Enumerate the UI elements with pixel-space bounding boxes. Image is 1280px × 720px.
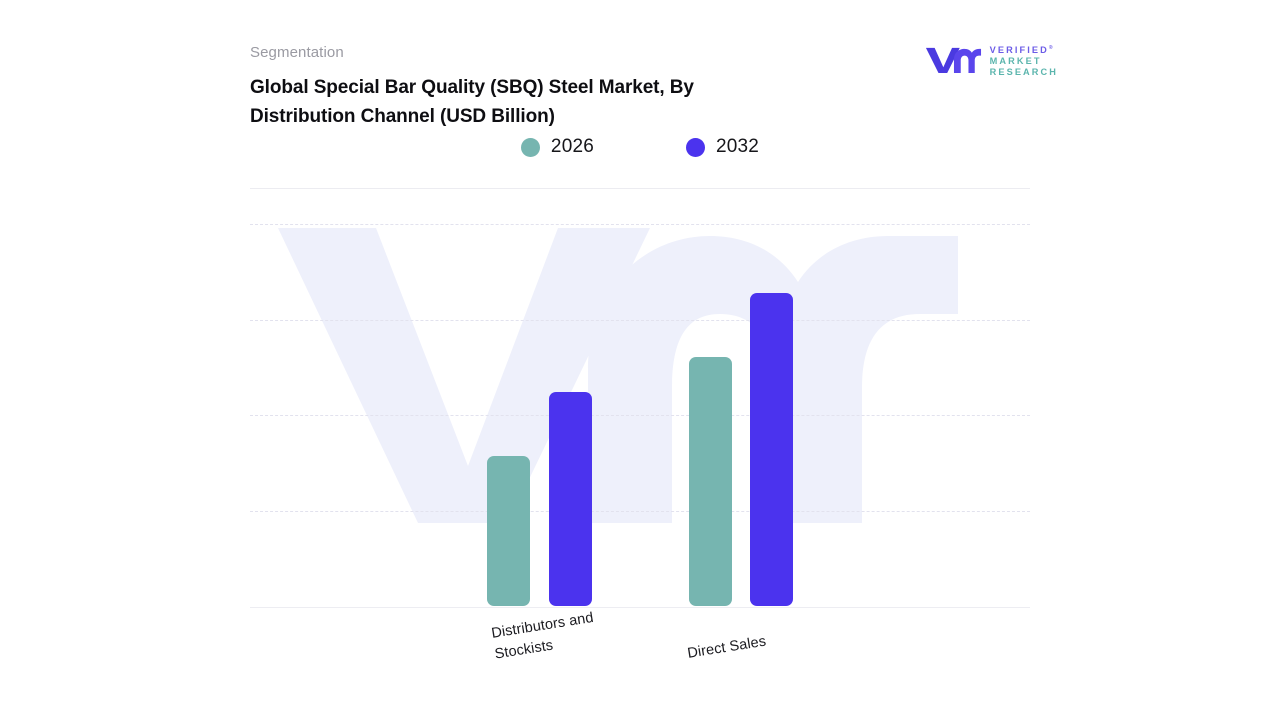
legend-dot-icon-2032 <box>686 137 705 157</box>
header-divider <box>250 188 1030 189</box>
logo-line-market: MARKET <box>989 56 1042 67</box>
chart-header: Segmentation Global Special Bar Quality … <box>250 44 1030 131</box>
legend-item-2026[interactable]: 2026 <box>520 136 594 158</box>
legend-item-2032[interactable]: 2032 <box>686 136 759 158</box>
legend-label-2026: 2026 <box>550 136 594 157</box>
vmr-logo-mark-icon <box>924 45 982 75</box>
chart-legend: 2026 2032 <box>250 136 1030 158</box>
gridline-1 <box>250 510 1030 512</box>
logo-line-research: RESEARCH <box>989 67 1058 78</box>
chart-plot-area <box>250 196 1030 608</box>
logo-line-verified: VERIFIED® <box>989 45 1053 56</box>
legend-label-2032: 2032 <box>716 136 760 157</box>
registered-mark: ® <box>1048 45 1053 51</box>
bar-distributors-2026[interactable] <box>487 456 530 606</box>
bar-direct-sales-2032[interactable] <box>750 292 793 606</box>
category-label-direct-sales: Direct Sales <box>686 633 768 662</box>
bar-distributors-2032[interactable] <box>549 392 592 606</box>
chart-baseline <box>250 607 1030 608</box>
vmr-watermark-icon <box>278 228 958 523</box>
gridline-2 <box>250 415 1030 416</box>
category-label-distributors: Distributors and Stockists <box>490 609 595 663</box>
vmr-logo: VERIFIED® MARKET RESEARCH <box>924 42 1058 78</box>
bar-direct-sales-2026[interactable] <box>689 356 732 606</box>
page-title: Global Special Bar Quality (SBQ) Steel M… <box>250 77 694 127</box>
chart-category-labels: Distributors and Stockists Direct Sales <box>250 608 1030 688</box>
gridline-3 <box>250 319 1030 321</box>
legend-dot-icon-2026 <box>520 137 540 157</box>
segmentation-eyebrow: Segmentation <box>250 44 344 61</box>
vmr-logo-text: VERIFIED® MARKET RESEARCH <box>990 42 1058 78</box>
gridline-4 <box>250 224 1030 225</box>
